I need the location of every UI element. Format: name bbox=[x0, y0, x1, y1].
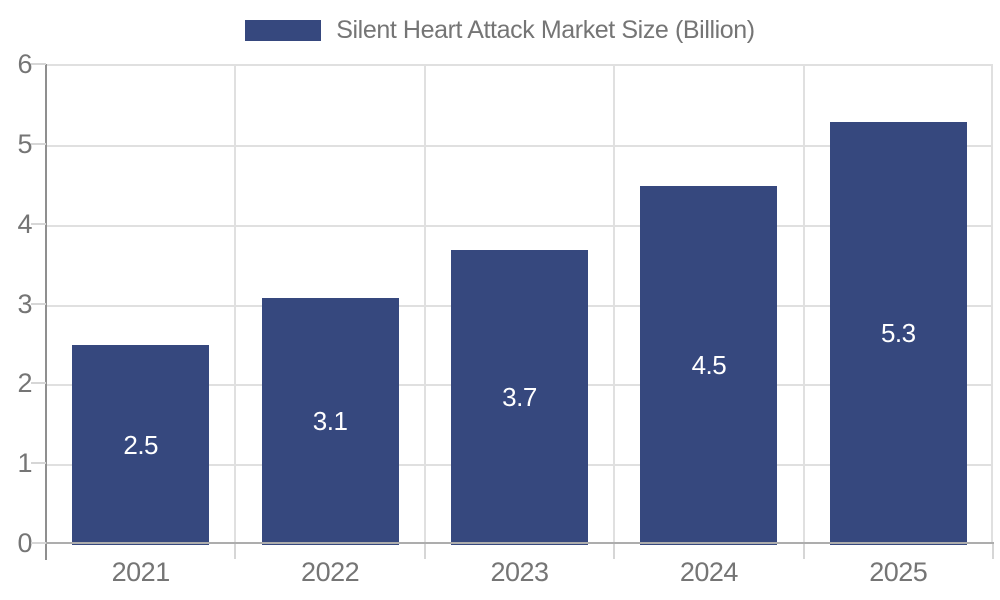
legend-label: Silent Heart Attack Market Size (Billion… bbox=[336, 16, 755, 44]
gridline-horizontal bbox=[46, 144, 991, 147]
bar-value-label: 4.5 bbox=[691, 349, 727, 380]
y-tick-mark bbox=[31, 542, 46, 544]
y-tick-label: 1 bbox=[17, 448, 32, 479]
bar: 3.1 bbox=[261, 297, 399, 545]
y-axis-line bbox=[45, 64, 47, 560]
y-tick-label: 3 bbox=[17, 288, 32, 319]
y-tick-mark bbox=[31, 63, 46, 65]
x-axis-line bbox=[45, 542, 994, 544]
bar-value-label: 3.1 bbox=[312, 405, 348, 436]
bar-value-label: 2.5 bbox=[123, 429, 159, 460]
y-tick-label: 6 bbox=[17, 49, 32, 79]
x-tick-label: 2022 bbox=[301, 557, 360, 587]
y-tick-mark bbox=[31, 142, 46, 145]
legend-swatch bbox=[245, 20, 322, 41]
y-tick-label: 4 bbox=[17, 208, 32, 239]
gridline-vertical bbox=[234, 66, 237, 543]
y-tick-label: 0 bbox=[17, 528, 32, 558]
y-tick-mark bbox=[31, 462, 46, 465]
gridline-vertical bbox=[423, 66, 426, 543]
x-tick-mark bbox=[613, 544, 616, 559]
x-tick-label: 2023 bbox=[490, 557, 549, 587]
x-tick-mark bbox=[234, 544, 237, 559]
bar: 3.7 bbox=[451, 249, 588, 545]
bar-value-label: 5.3 bbox=[880, 317, 916, 348]
x-tick-label: 2021 bbox=[111, 557, 171, 587]
bar: 2.5 bbox=[72, 345, 210, 545]
plot-area: 2.5 3.1 3.7 4.5 5.3 bbox=[46, 64, 993, 545]
legend[interactable]: Silent Heart Attack Market Size (Billion… bbox=[0, 16, 1000, 45]
gridline-horizontal bbox=[46, 224, 991, 227]
bar: 5.3 bbox=[829, 121, 967, 545]
y-tick-mark bbox=[31, 222, 46, 225]
y-tick-label: 2 bbox=[17, 368, 32, 399]
x-tick-mark bbox=[423, 544, 426, 559]
x-tick-label: 2024 bbox=[679, 557, 739, 587]
y-tick-label: 5 bbox=[17, 128, 32, 159]
x-tick-mark bbox=[992, 544, 994, 559]
y-tick-mark bbox=[31, 302, 46, 305]
gridline-vertical bbox=[613, 66, 616, 543]
y-tick-mark bbox=[31, 382, 46, 385]
x-tick-label: 2025 bbox=[869, 557, 928, 587]
x-tick-mark bbox=[802, 544, 805, 559]
gridline-vertical bbox=[802, 66, 805, 543]
bar-value-label: 3.7 bbox=[502, 381, 537, 412]
bar: 4.5 bbox=[640, 185, 778, 545]
